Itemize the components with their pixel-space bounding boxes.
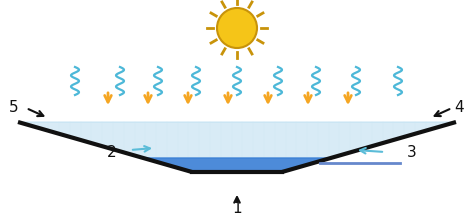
Text: 1: 1 <box>232 200 242 216</box>
Text: 3: 3 <box>407 145 417 159</box>
Polygon shape <box>18 122 456 158</box>
Text: 4: 4 <box>454 99 464 115</box>
Text: 5: 5 <box>9 99 18 115</box>
Polygon shape <box>143 158 331 172</box>
Circle shape <box>217 8 257 48</box>
Text: 2: 2 <box>107 145 117 159</box>
